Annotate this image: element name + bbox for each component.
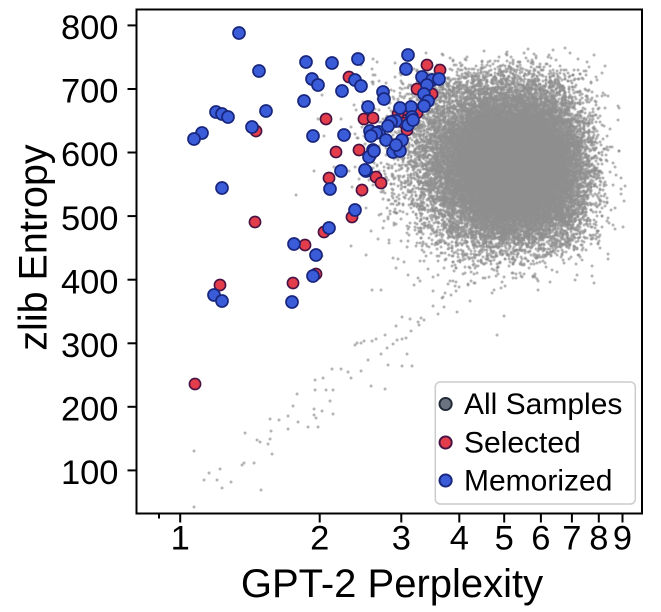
svg-text:Selected: Selected (464, 427, 581, 460)
svg-text:800: 800 (61, 9, 119, 47)
svg-text:400: 400 (61, 263, 119, 301)
svg-text:500: 500 (61, 200, 119, 238)
svg-text:100: 100 (61, 454, 119, 492)
svg-text:3: 3 (392, 520, 411, 558)
svg-text:200: 200 (61, 391, 119, 429)
svg-text:9: 9 (613, 520, 632, 558)
svg-text:Memorized: Memorized (464, 465, 612, 498)
svg-text:1: 1 (171, 520, 190, 558)
svg-text:4: 4 (450, 520, 469, 558)
svg-text:5: 5 (495, 520, 514, 558)
svg-text:zlib Entropy: zlib Entropy (12, 144, 56, 351)
svg-text:2: 2 (310, 520, 329, 558)
svg-text:All Samples: All Samples (464, 388, 622, 421)
svg-text:600: 600 (61, 136, 119, 174)
svg-text:6: 6 (531, 520, 550, 558)
svg-text:GPT-2 Perplexity: GPT-2 Perplexity (241, 562, 543, 606)
svg-text:8: 8 (589, 520, 608, 558)
svg-text:7: 7 (562, 520, 581, 558)
svg-text:300: 300 (61, 327, 119, 365)
svg-text:700: 700 (61, 73, 119, 111)
